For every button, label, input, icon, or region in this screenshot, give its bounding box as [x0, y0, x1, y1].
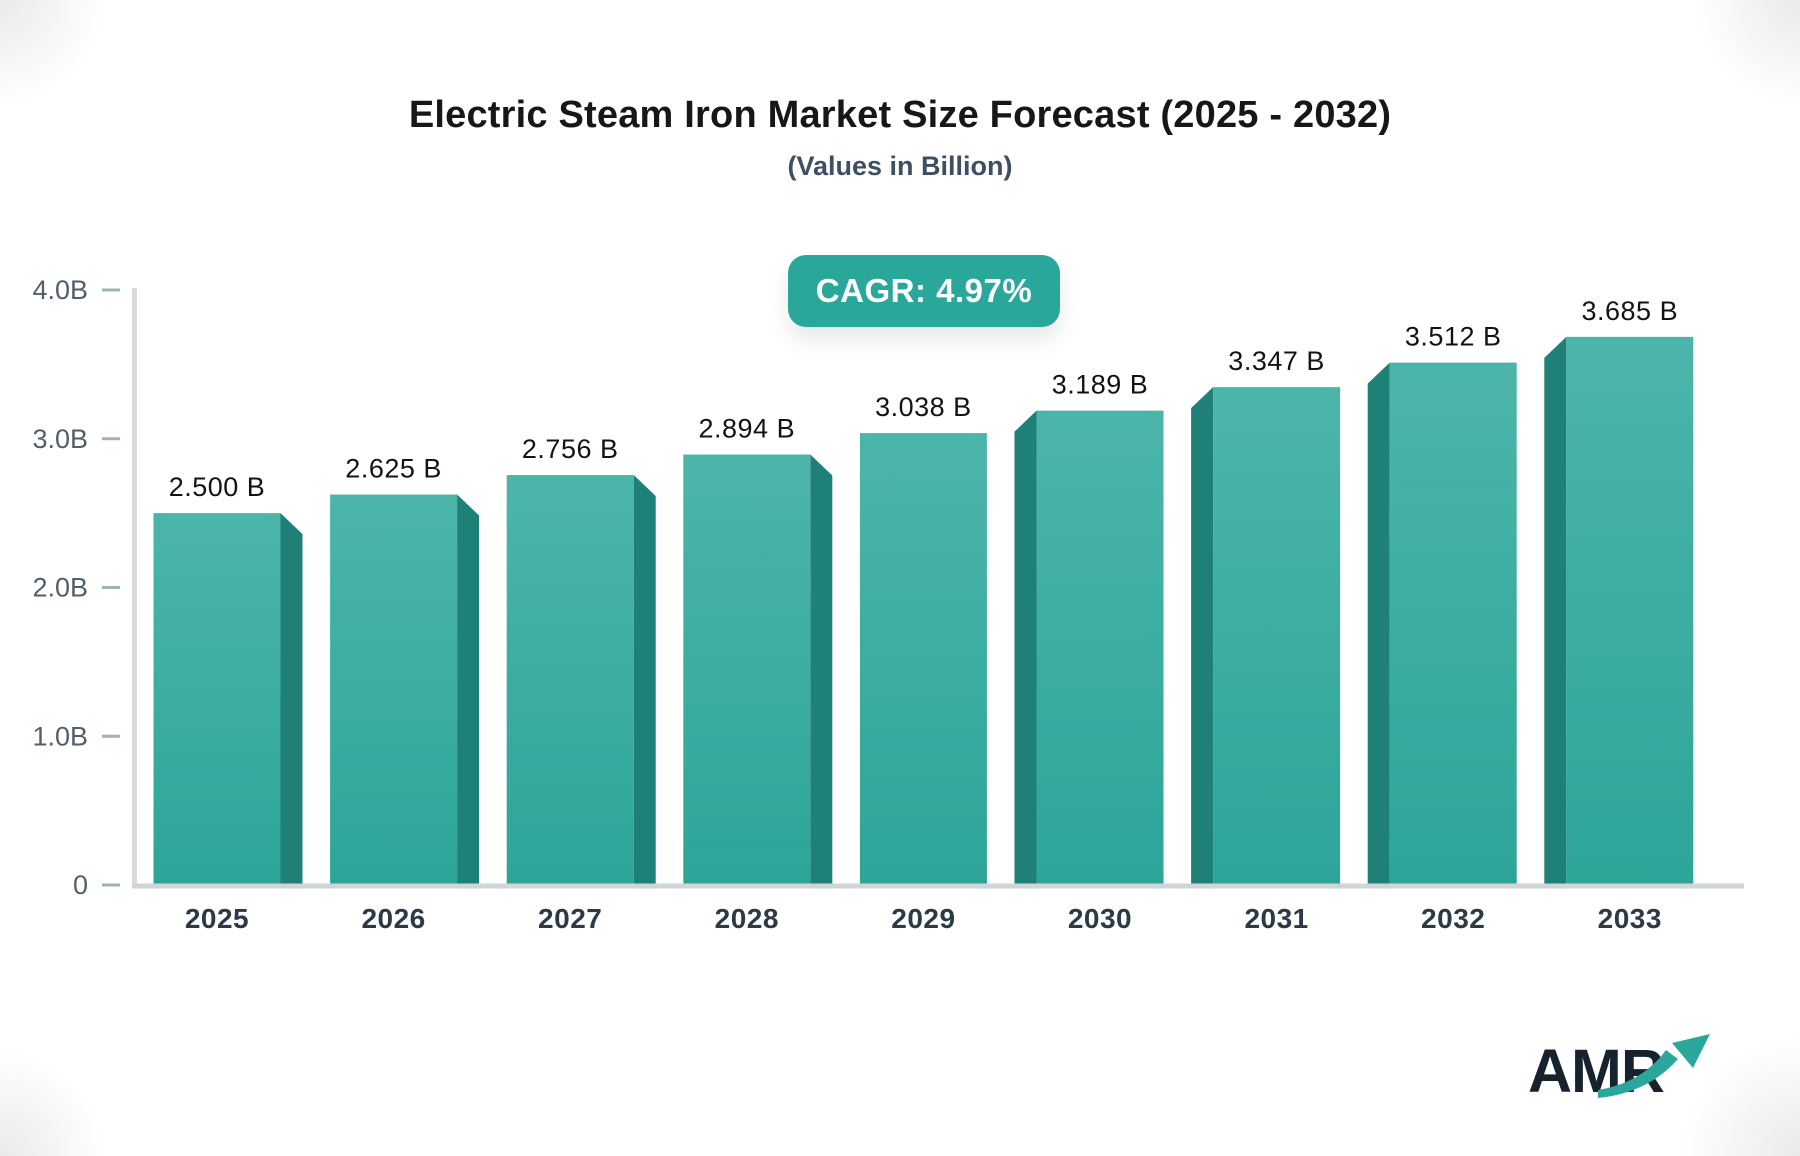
x-category-label-2032: 2032 — [1421, 903, 1485, 934]
bar-2025 — [153, 513, 303, 886]
bar-value-label-2028: 2.894 B — [699, 414, 796, 444]
bar-face-2031 — [1213, 387, 1341, 886]
bars-layer — [153, 336, 1694, 887]
bar-face-2033 — [1566, 336, 1694, 886]
bar-side-2030 — [1014, 410, 1037, 886]
bar-face-2025 — [153, 513, 281, 886]
chart-title: Electric Steam Iron Market Size Forecast… — [408, 94, 1392, 136]
bar-face-2030 — [1036, 410, 1164, 886]
bar-value-label-2032: 3.512 B — [1405, 322, 1502, 352]
bar-side-2033 — [1544, 336, 1567, 886]
axis-layer: 4.0B 3.0B 2.0B 1.0B 0 — [32, 275, 137, 900]
amr-logo-text: AMR — [1528, 1037, 1665, 1105]
labels-layer: 2.500 B 2025 2.625 B 2026 2.756 B 2027 2.894 B… — [132, 296, 1744, 934]
bar-value-label-2025: 2.500 B — [169, 472, 266, 502]
amr-logo: AMR — [1528, 1034, 1728, 1116]
bar-face-2032 — [1389, 362, 1517, 887]
bar-2028 — [683, 454, 833, 886]
bar-side-2027 — [633, 475, 656, 886]
bar-value-label-2029: 3.038 B — [875, 392, 972, 422]
bar-2031 — [1191, 387, 1341, 886]
bar-side-2026 — [457, 494, 480, 886]
y-tick-label-3.0B: 3.0B — [32, 424, 88, 454]
bar-2027 — [506, 475, 656, 886]
bar-side-2031 — [1191, 387, 1214, 886]
bar-side-2032 — [1367, 362, 1390, 887]
bar-2033 — [1544, 336, 1694, 886]
bar-value-label-2033: 3.685 B — [1582, 296, 1679, 326]
y-tick-label-1.0B: 1.0B — [32, 721, 88, 751]
growth-arrow-icon — [1598, 1034, 1710, 1098]
bar-value-label-2030: 3.189 B — [1052, 370, 1149, 400]
bar-value-label-2031: 3.347 B — [1228, 346, 1325, 376]
bar-face-2026 — [330, 494, 458, 886]
bar-side-2028 — [810, 454, 833, 886]
y-tick-label-0: 0 — [73, 870, 88, 900]
x-category-label-2026: 2026 — [361, 903, 425, 934]
bar-side-2025 — [280, 513, 303, 886]
bar-value-label-2027: 2.756 B — [522, 434, 619, 464]
x-category-label-2030: 2030 — [1068, 903, 1132, 934]
cagr-badge: CAGR: 4.97% — [788, 255, 1060, 327]
chart-subtitle: (Values in Billion) — [787, 151, 1013, 181]
bar-2032 — [1367, 362, 1517, 887]
y-tick-label-2.0B: 2.0B — [32, 573, 88, 603]
y-tick-label-4.0B: 4.0B — [32, 275, 88, 305]
x-category-label-2028: 2028 — [715, 903, 779, 934]
x-category-label-2027: 2027 — [538, 903, 602, 934]
bar-2030 — [1014, 410, 1164, 886]
x-category-label-2033: 2033 — [1598, 903, 1662, 934]
x-category-label-2031: 2031 — [1244, 903, 1308, 934]
bar-face-2027 — [506, 475, 634, 886]
bar-2029 — [859, 433, 987, 886]
x-category-label-2029: 2029 — [891, 903, 955, 934]
bar-face-2028 — [683, 454, 811, 886]
bar-value-label-2026: 2.625 B — [345, 454, 442, 484]
bar-2026 — [330, 494, 480, 886]
bar-face-2029 — [859, 433, 987, 886]
x-category-label-2025: 2025 — [185, 903, 249, 934]
chart-header: Electric Steam Iron Market Size Forecast… — [0, 94, 1800, 182]
